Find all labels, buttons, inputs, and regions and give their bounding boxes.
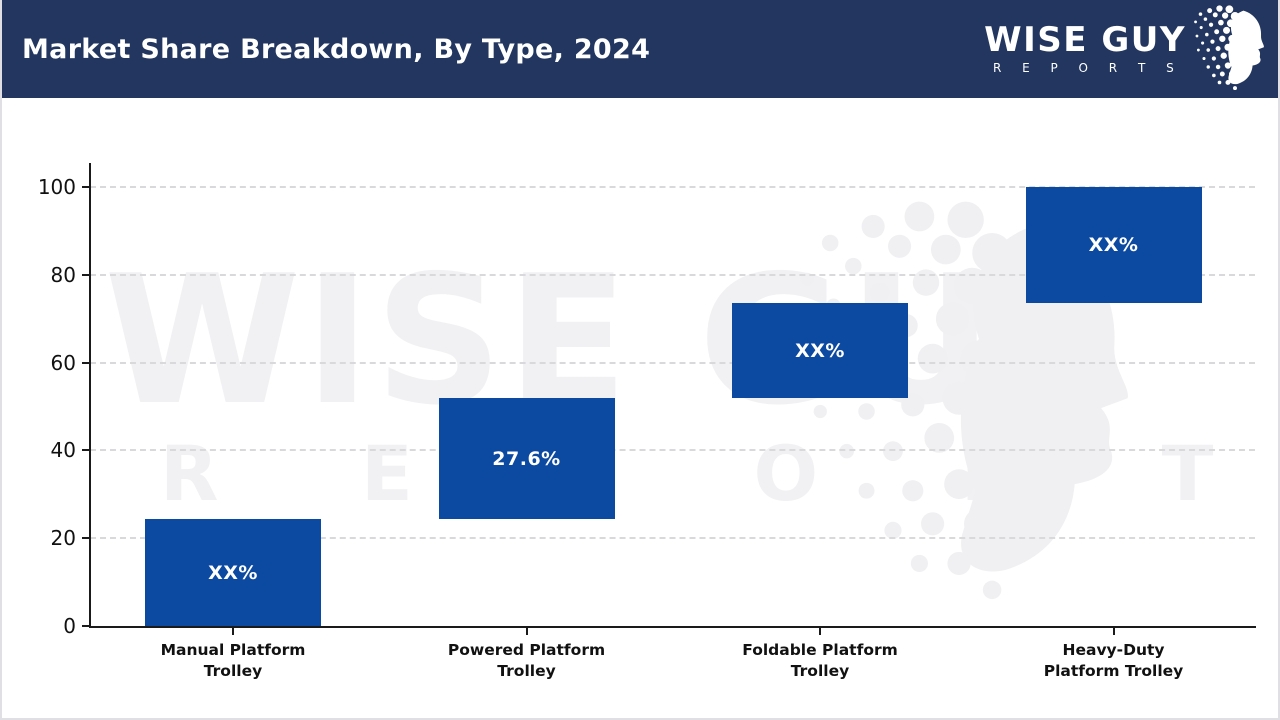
wiseguy-logo-text: WISE GUY R E P O R T S <box>984 19 1186 76</box>
category-label-line: Powered Platform <box>447 641 606 659</box>
category-label-line: Foldable Platform <box>742 641 898 659</box>
gridline-100 <box>90 186 1255 188</box>
y-tick-mark <box>82 186 90 188</box>
y-tick-mark <box>82 537 90 540</box>
bar-3: XX% <box>732 303 908 399</box>
category-label-line: Platform Trolley <box>1043 662 1184 680</box>
y-tick-mark <box>82 361 90 364</box>
bar-1: XX% <box>145 519 321 626</box>
category-label-line: Manual Platform <box>160 641 306 659</box>
category-label: Powered Platform Trolley <box>397 640 657 682</box>
x-tick-mark <box>819 628 821 635</box>
bar-value-label: XX% <box>795 339 845 362</box>
y-tick-label: 100 <box>37 175 76 199</box>
page-title: Market Share Breakdown, By Type, 2024 <box>22 33 651 65</box>
y-tick-label: 20 <box>50 526 76 551</box>
y-tick-label: 40 <box>50 438 76 463</box>
y-tick-mark <box>82 273 90 276</box>
category-label-line: Heavy-Duty <box>1062 641 1165 659</box>
bar-value-label: 27.6% <box>492 447 561 470</box>
bar-2: 27.6% <box>438 398 615 520</box>
y-axis-line <box>89 163 91 628</box>
category-label-line: Trolley <box>203 662 263 680</box>
bar-4: XX% <box>1025 187 1202 304</box>
bar-value-label: XX% <box>1088 234 1139 257</box>
wiseguy-logo: WISE GUY R E P O R T S <box>984 5 1270 93</box>
logo-wiseguy-label: WISE GUY <box>984 19 1186 60</box>
logo-reports-label: R E P O R T S <box>992 61 1183 76</box>
category-label: Heavy-Duty Platform Trolley <box>984 640 1244 682</box>
y-tick-label: 60 <box>50 350 76 375</box>
gridline-80 <box>90 273 1255 276</box>
header-bar: Market Share Breakdown, By Type, 2024 WI… <box>2 0 1278 98</box>
category-label-line: Trolley <box>497 662 556 680</box>
y-tick-mark <box>82 625 90 627</box>
x-tick-mark <box>525 628 528 635</box>
category-label-line: Trolley <box>790 662 850 680</box>
x-tick-mark <box>232 628 234 635</box>
y-tick-mark <box>82 449 90 452</box>
gridline-60 <box>90 361 1255 364</box>
x-tick-mark <box>1112 628 1115 635</box>
x-axis-line <box>89 626 1256 628</box>
gridline-20 <box>90 537 1255 540</box>
category-label: Manual Platform Trolley <box>103 640 363 682</box>
bar-value-label: XX% <box>208 561 258 584</box>
y-tick-label: 0 <box>63 614 76 638</box>
wiseguy-head-icon <box>1194 5 1264 91</box>
gridline-40 <box>90 449 1255 452</box>
y-tick-label: 80 <box>50 262 76 287</box>
category-label: Foldable Platform Trolley <box>690 640 950 682</box>
